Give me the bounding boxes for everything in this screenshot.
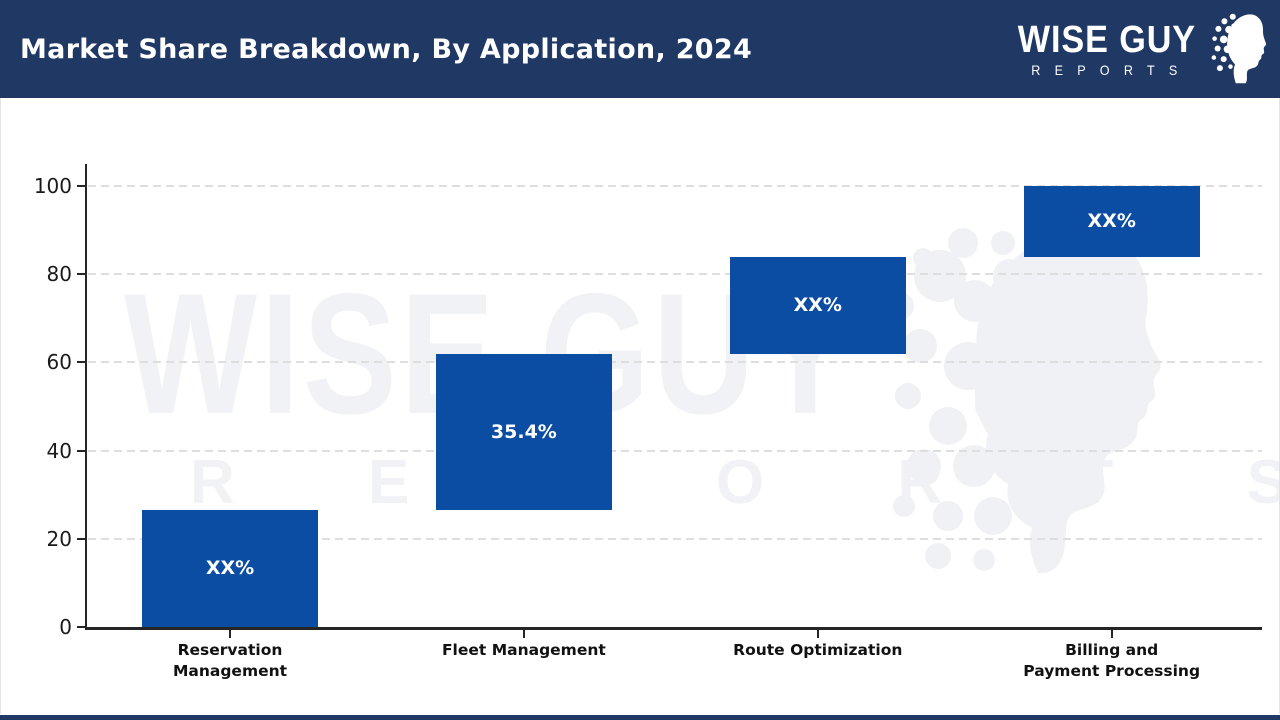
y-tick-label: 60 <box>46 350 72 375</box>
y-tick-mark <box>77 273 85 276</box>
x-axis-label-line: Fleet Management <box>441 641 606 659</box>
bar-value-label: XX% <box>793 294 842 317</box>
head-profile-dots-icon <box>1198 7 1267 91</box>
brand-subname: R E P O R T S <box>1031 61 1183 78</box>
page-title: Market Share Breakdown, By Application, … <box>20 33 753 65</box>
footer-accent-bar <box>0 715 1280 720</box>
y-axis-line <box>85 164 87 629</box>
bar-value-label: XX% <box>1087 210 1136 233</box>
gridline <box>88 185 1262 188</box>
y-tick-label: 40 <box>46 438 72 463</box>
x-tick-mark <box>1110 630 1113 638</box>
x-axis-label-line: Payment Processing <box>1023 662 1201 680</box>
y-tick-label: 80 <box>46 262 72 287</box>
bar-value-label: XX% <box>205 557 255 580</box>
bar-value-label: 35.4% <box>490 420 557 443</box>
y-tick-label: 100 <box>33 174 72 199</box>
x-tick-mark <box>522 630 525 638</box>
x-axis-label-line: Route Optimization <box>733 641 903 659</box>
y-tick-mark <box>77 361 85 364</box>
x-axis-line <box>85 627 1262 630</box>
brand-logo-text: WISE GUY R E P O R T S <box>1018 21 1196 78</box>
x-axis-label: Billing and Payment Processing <box>962 640 1262 682</box>
header: Market Share Breakdown, By Application, … <box>0 0 1280 98</box>
x-tick-mark <box>816 630 819 638</box>
gridline <box>88 449 1262 452</box>
gridline <box>88 361 1262 364</box>
x-axis-label-line: Management <box>172 662 288 680</box>
y-tick-mark <box>77 626 85 628</box>
x-axis-label-line: Reservation <box>177 641 283 659</box>
brand-name: WISE GUY <box>1017 18 1196 61</box>
bar: 35.4% <box>435 353 612 510</box>
gridline <box>88 273 1262 276</box>
y-tick-mark <box>77 185 85 188</box>
y-tick-mark <box>77 537 85 540</box>
bar: XX% <box>142 509 318 627</box>
x-tick-mark <box>229 630 231 638</box>
bar: XX% <box>729 256 906 354</box>
y-tick-mark <box>77 449 85 452</box>
gridline <box>88 537 1262 540</box>
x-axis-label: Route Optimization <box>668 640 968 661</box>
y-tick-label: 0 <box>59 615 72 639</box>
x-axis-label: Fleet Management <box>374 640 674 661</box>
x-axis-label: Reservation Management <box>80 640 380 682</box>
bar: XX% <box>1023 186 1200 257</box>
x-axis-label-line: Billing and <box>1065 641 1159 659</box>
brand-logo: WISE GUY R E P O R T S <box>998 7 1267 91</box>
y-tick-label: 20 <box>46 526 72 551</box>
